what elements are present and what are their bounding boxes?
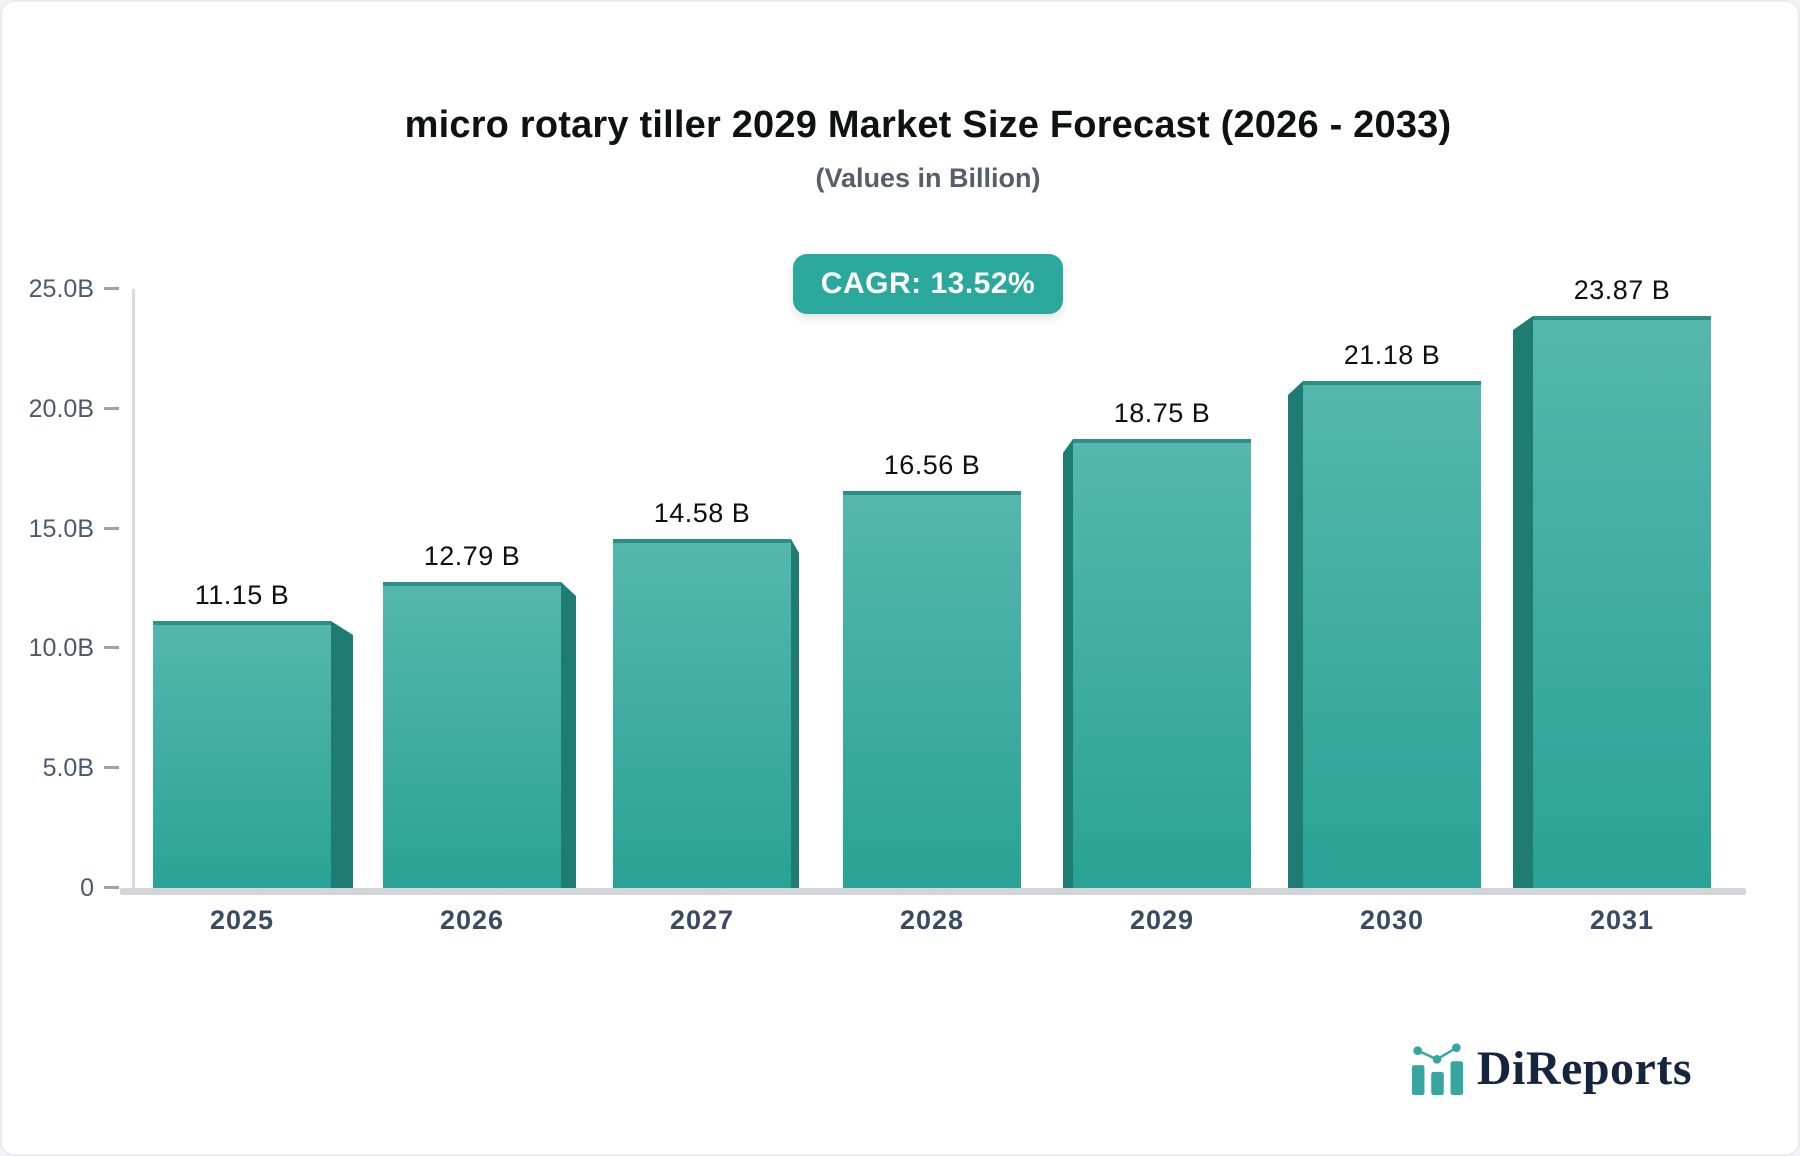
y-axis-tick-mark xyxy=(104,646,119,650)
bar-2026[interactable] xyxy=(383,582,561,888)
bar-2028[interactable] xyxy=(843,491,1021,888)
y-axis-line xyxy=(132,289,135,889)
bar-2025[interactable] xyxy=(153,621,331,888)
bar-2029[interactable] xyxy=(1073,439,1251,888)
y-axis-tick-label: 0 xyxy=(80,874,94,902)
x-axis-label-2027: 2027 xyxy=(669,905,735,935)
y-axis-tick-label: 10.0B xyxy=(28,634,94,663)
chart-header: micro rotary tiller 2029 Market Size For… xyxy=(58,102,1798,314)
logo-text: DiReports xyxy=(1476,1042,1692,1095)
x-axis-label-2029: 2029 xyxy=(1129,905,1195,935)
bar-2030[interactable] xyxy=(1303,381,1481,888)
x-axis-baseline xyxy=(120,888,1746,895)
x-axis-label-2031: 2031 xyxy=(1589,905,1655,935)
bar-value-label: 11.15 B xyxy=(194,580,290,610)
y-axis-tick-mark xyxy=(104,406,119,410)
page-title: micro rotary tiller 2029 Market Size For… xyxy=(404,104,1452,146)
bar-2027[interactable] xyxy=(613,539,791,888)
bar-value-label: 18.75 B xyxy=(1113,398,1211,428)
bar-2031[interactable] xyxy=(1533,316,1711,888)
bar-value-label: 14.58 B xyxy=(653,498,751,528)
bar-3d-side-2031 xyxy=(1513,316,1533,888)
y-axis-tick-mark xyxy=(104,766,119,770)
bar-value-label: 23.87 B xyxy=(1573,275,1671,305)
y-axis-tick-label: 15.0B xyxy=(28,514,94,543)
chart-subtitle: (Values in Billion) xyxy=(815,163,1041,193)
logo-bar-trend-icon xyxy=(1411,1043,1463,1096)
bar-3d-side-2027 xyxy=(791,539,799,888)
y-axis-tick-mark xyxy=(104,886,119,889)
bar-value-label: 16.56 B xyxy=(883,450,981,480)
x-axis-label-2026: 2026 xyxy=(439,905,505,935)
bar-3d-side-2025 xyxy=(331,621,353,888)
cagr-badge: CAGR: 13.52% xyxy=(792,254,1064,314)
x-axis-label-2030: 2030 xyxy=(1359,905,1425,935)
x-axis-label-2025: 2025 xyxy=(209,905,275,935)
y-axis-tick-label: 5.0B xyxy=(42,754,94,783)
y-axis-tick-mark xyxy=(104,526,119,530)
bar-3d-side-2026 xyxy=(561,582,576,888)
y-axis-tick-label: 25.0B xyxy=(28,275,94,303)
bar-3d-side-2029 xyxy=(1063,439,1073,888)
bar-value-label: 21.18 B xyxy=(1343,340,1441,370)
bar-value-label: 12.79 B xyxy=(423,541,521,571)
y-axis-tick-label: 20.0B xyxy=(28,394,94,423)
brand-logo: DiReports xyxy=(1409,1040,1692,1098)
bar-3d-side-2030 xyxy=(1288,381,1303,888)
x-axis-label-2028: 2028 xyxy=(899,905,965,935)
y-axis-tick-mark xyxy=(104,287,119,290)
